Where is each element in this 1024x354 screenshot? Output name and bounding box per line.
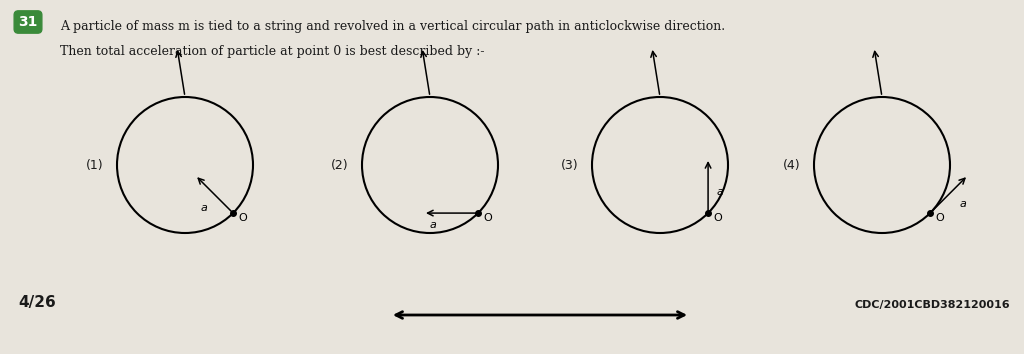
Text: O: O bbox=[483, 213, 493, 223]
Text: A particle of mass m is tied to a string and revolved in a vertical circular pat: A particle of mass m is tied to a string… bbox=[60, 20, 725, 33]
Text: 31: 31 bbox=[18, 15, 38, 29]
Text: O: O bbox=[714, 213, 723, 223]
Text: (4): (4) bbox=[783, 159, 801, 171]
Text: 4/26: 4/26 bbox=[18, 295, 55, 310]
Text: O: O bbox=[936, 213, 944, 223]
Text: CDC/2001CBD382120016: CDC/2001CBD382120016 bbox=[854, 300, 1010, 310]
Text: a: a bbox=[959, 199, 967, 209]
Text: O: O bbox=[239, 213, 248, 223]
Text: (3): (3) bbox=[561, 159, 579, 171]
Text: (2): (2) bbox=[331, 159, 349, 171]
Text: Then total acceleration of particle at point 0 is best described by :-: Then total acceleration of particle at p… bbox=[60, 45, 484, 58]
Text: a: a bbox=[429, 220, 436, 230]
Text: (1): (1) bbox=[86, 159, 103, 171]
Text: a: a bbox=[717, 187, 724, 196]
Text: a: a bbox=[201, 203, 208, 213]
